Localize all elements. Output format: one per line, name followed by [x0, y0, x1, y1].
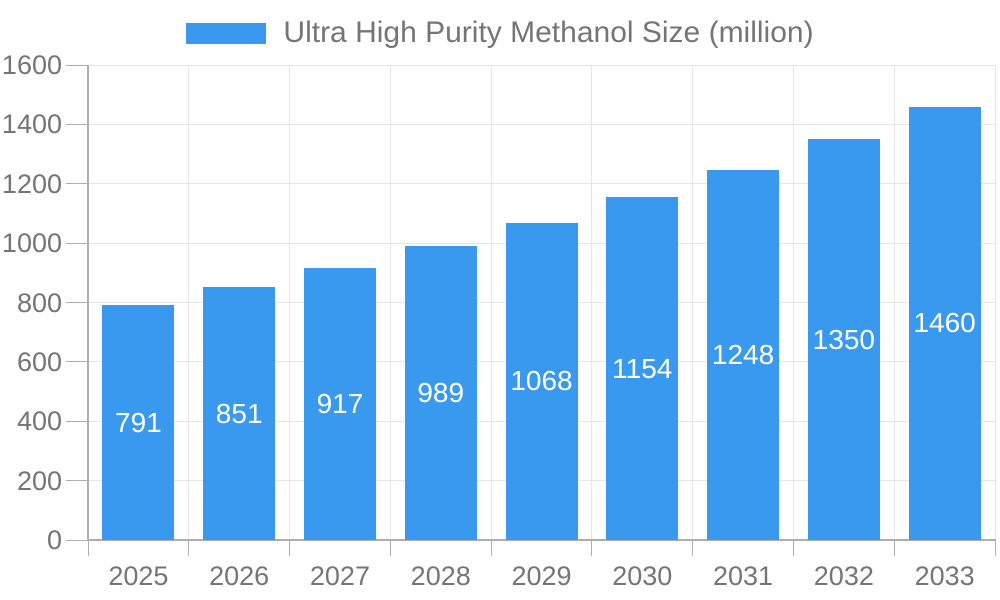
y-axis-label: 200 — [16, 465, 62, 496]
x-axis-tick — [289, 541, 291, 556]
h-gridline — [88, 123, 995, 125]
y-axis-label: 1400 — [1, 109, 62, 140]
x-axis-label: 2025 — [108, 561, 169, 591]
v-gridline — [692, 65, 694, 540]
bar — [303, 267, 376, 540]
x-axis-line — [87, 539, 996, 541]
y-axis-line — [87, 65, 89, 540]
v-gridline — [389, 65, 391, 540]
x-axis-tick — [692, 541, 694, 556]
h-gridline — [88, 64, 995, 66]
v-gridline — [792, 65, 794, 540]
v-gridline — [188, 65, 190, 540]
h-gridline — [88, 183, 995, 185]
bar — [102, 305, 175, 540]
y-axis-tick — [66, 420, 88, 422]
bar — [606, 197, 679, 540]
y-axis-label: 1000 — [1, 228, 62, 259]
bar-value-label: 1068 — [510, 365, 573, 397]
legend-label: Ultra High Purity Methanol Size (million… — [283, 16, 814, 49]
bar-value-label: 989 — [417, 377, 465, 409]
y-axis-tick — [66, 64, 88, 66]
bar — [505, 222, 578, 540]
bar-value-label: 1154 — [612, 352, 673, 384]
y-axis-label: 0 — [46, 525, 62, 555]
x-axis-tick — [893, 541, 895, 556]
x-axis-label: 2026 — [209, 561, 270, 591]
bar — [908, 106, 981, 540]
bar — [707, 169, 780, 540]
v-gridline — [289, 65, 291, 540]
y-axis-tick — [66, 183, 88, 185]
legend-swatch-icon — [186, 22, 267, 44]
x-axis-label: 2032 — [813, 561, 874, 591]
y-axis-label: 1600 — [1, 50, 62, 80]
y-axis-tick — [66, 539, 88, 541]
y-axis-tick — [66, 242, 88, 244]
x-axis-label: 2029 — [511, 561, 572, 591]
x-axis-label: 2030 — [612, 561, 673, 591]
x-axis-tick — [490, 541, 492, 556]
bar-value-label: 851 — [215, 397, 263, 429]
bar — [203, 287, 276, 540]
v-gridline — [994, 65, 996, 540]
bar — [807, 139, 880, 540]
plot-area: 0 200 400 600 800 1000 1200 1400 1600 791 2025 851 2… — [2, 50, 996, 591]
bar-value-label: 917 — [316, 387, 364, 419]
x-axis-label: 2031 — [713, 561, 774, 591]
bar-value-label: 1460 — [913, 307, 976, 339]
y-axis-label: 800 — [16, 287, 62, 318]
bar — [404, 246, 477, 540]
y-axis-tick — [66, 480, 88, 482]
x-axis-tick — [994, 541, 996, 556]
x-axis-tick — [792, 541, 794, 556]
bar-value-label: 1350 — [812, 323, 875, 355]
x-axis-label: 2033 — [914, 561, 975, 591]
x-axis-tick — [188, 541, 190, 556]
chart-legend[interactable]: Ultra High Purity Methanol Size (million… — [0, 10, 1000, 56]
y-axis-tick — [66, 361, 88, 363]
v-gridline — [490, 65, 492, 540]
v-gridline — [893, 65, 895, 540]
x-axis-label: 2028 — [410, 561, 471, 591]
y-axis-label: 1200 — [1, 168, 62, 199]
x-axis-tick — [389, 541, 391, 556]
bar-value-label: 1248 — [711, 338, 775, 370]
y-axis-tick — [66, 123, 88, 125]
x-axis-tick — [591, 541, 593, 556]
y-axis-label: 600 — [16, 346, 62, 377]
bar-value-label: 791 — [115, 406, 162, 438]
y-axis-label: 400 — [16, 406, 62, 437]
v-gridline — [591, 65, 593, 540]
y-axis-tick — [66, 302, 88, 303]
x-axis-tick — [87, 541, 89, 556]
x-axis-label: 2027 — [309, 561, 370, 591]
